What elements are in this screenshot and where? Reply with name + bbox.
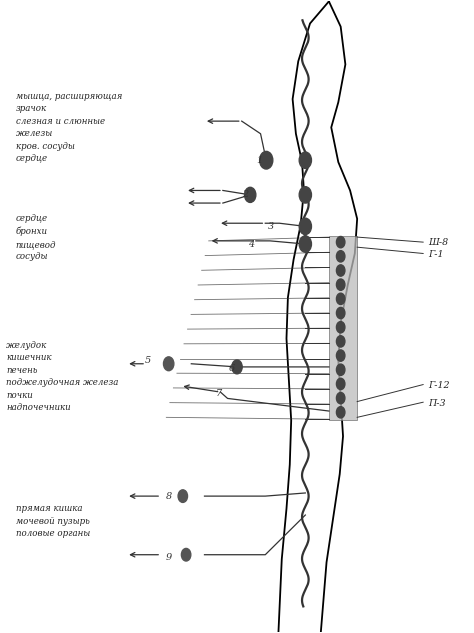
Circle shape <box>299 187 311 203</box>
Circle shape <box>337 364 345 375</box>
Circle shape <box>337 335 345 347</box>
Circle shape <box>337 379 345 389</box>
Text: 2: 2 <box>242 191 248 199</box>
Text: Г-1: Г-1 <box>428 250 443 260</box>
Text: 1: 1 <box>256 156 263 165</box>
Text: прямая кишка
мочевой пузырь
половые органы: прямая кишка мочевой пузырь половые орга… <box>16 505 90 538</box>
Circle shape <box>337 392 345 404</box>
Circle shape <box>337 265 345 276</box>
Text: сердце
бронхи
пищевод
сосуды: сердце бронхи пищевод сосуды <box>16 214 56 261</box>
Circle shape <box>337 237 345 248</box>
Text: мышца, расширяющая
зрачок
слезная и слюнные
железы
кров. сосуды
сердце: мышца, расширяющая зрачок слезная и слюн… <box>16 92 122 163</box>
Circle shape <box>299 236 311 252</box>
Circle shape <box>182 548 191 561</box>
Text: Ш-8: Ш-8 <box>428 237 448 247</box>
Text: 6: 6 <box>229 364 236 373</box>
Text: 3: 3 <box>268 222 274 231</box>
Circle shape <box>337 279 345 291</box>
Circle shape <box>164 357 174 371</box>
Circle shape <box>245 187 256 203</box>
Text: 8: 8 <box>165 492 172 501</box>
Text: 9: 9 <box>165 553 172 561</box>
Circle shape <box>260 151 273 169</box>
Text: П-3: П-3 <box>428 399 446 408</box>
Circle shape <box>337 350 345 361</box>
Circle shape <box>337 406 345 418</box>
Circle shape <box>299 152 311 168</box>
Text: 7: 7 <box>216 389 222 398</box>
Circle shape <box>232 360 242 374</box>
Text: желудок
кишечник
печень
поджелудочная железа
почки
надпочечники: желудок кишечник печень поджелудочная же… <box>6 341 118 412</box>
Circle shape <box>337 322 345 333</box>
Circle shape <box>299 218 311 235</box>
Bar <box>329 236 357 420</box>
Circle shape <box>337 293 345 304</box>
Text: 5: 5 <box>145 356 151 365</box>
Circle shape <box>337 308 345 318</box>
Text: 4: 4 <box>248 239 254 249</box>
Circle shape <box>178 490 188 503</box>
Text: Г-12: Г-12 <box>428 381 449 391</box>
Circle shape <box>337 251 345 262</box>
